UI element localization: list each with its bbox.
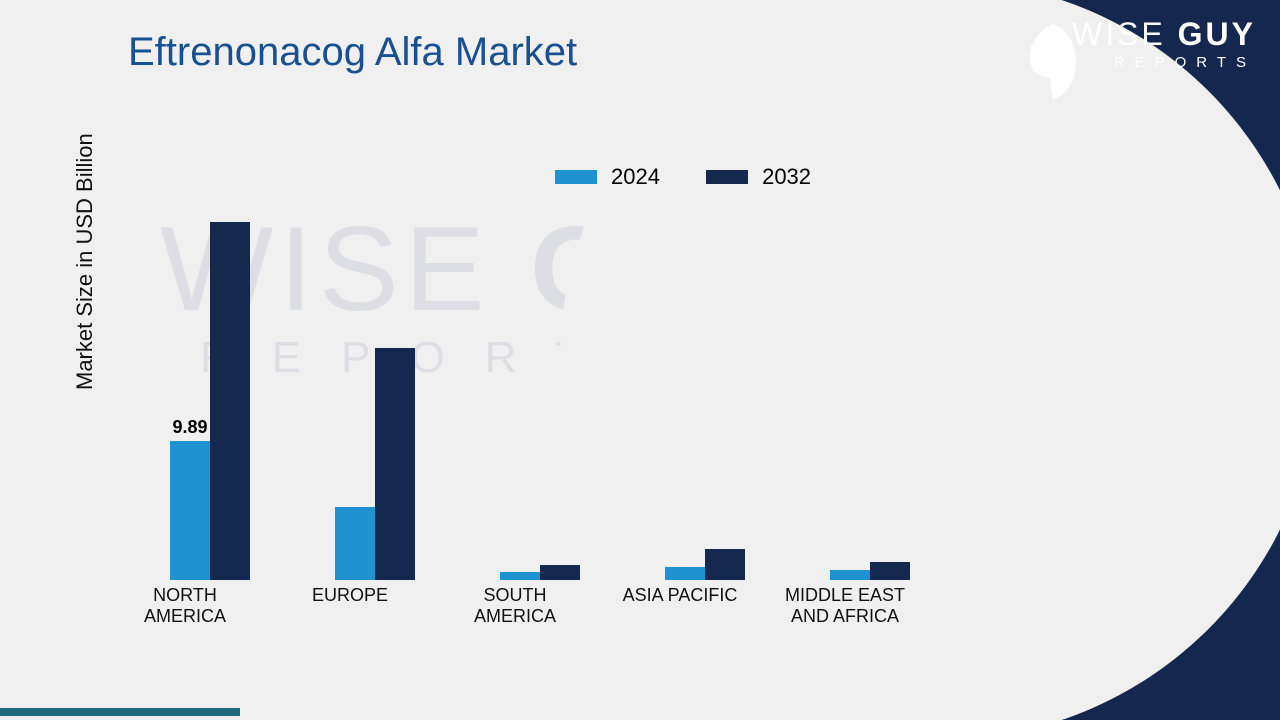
brand-word-1: WISE xyxy=(1072,16,1166,52)
bar-group xyxy=(310,348,440,580)
brand-head-icon xyxy=(1008,22,1078,102)
category-label: EUROPE xyxy=(285,585,415,606)
legend-label-2024: 2024 xyxy=(611,164,660,190)
category-label: SOUTH AMERICA xyxy=(450,585,580,626)
bar: 9.89 xyxy=(170,441,210,580)
right-panel: WISE GUY REPORTS xyxy=(960,0,1280,720)
bar-group xyxy=(805,562,935,580)
category-label: MIDDLE EAST AND AFRICA xyxy=(780,585,910,626)
category-label: NORTH AMERICA xyxy=(120,585,250,626)
bar xyxy=(830,570,870,580)
bar xyxy=(375,348,415,580)
bar xyxy=(705,549,745,580)
stage: WISE GUY REPORTS WISE GUY REPORTS xyxy=(0,0,1280,720)
bar-chart: 9.89NORTH AMERICAEUROPESOUTH AMERICAASIA… xyxy=(120,215,950,580)
bar xyxy=(335,507,375,580)
bar xyxy=(500,572,540,580)
category-label: ASIA PACIFIC xyxy=(615,585,745,606)
legend-item-2024: 2024 xyxy=(555,164,660,190)
legend: 2024 2032 xyxy=(555,164,851,190)
legend-swatch-2024 xyxy=(555,170,597,184)
bar-group xyxy=(640,549,770,580)
bar-value-label: 9.89 xyxy=(172,417,207,438)
bar xyxy=(210,222,250,580)
page-title: Eftrenonacog Alfa Market xyxy=(128,30,577,75)
bar-group: 9.89 xyxy=(145,222,275,580)
footer-accent xyxy=(0,708,240,716)
bar-group xyxy=(475,565,605,580)
legend-swatch-2032 xyxy=(706,170,748,184)
legend-item-2032: 2032 xyxy=(706,164,811,190)
bar xyxy=(870,562,910,580)
bar xyxy=(665,567,705,580)
brand-word-2: GUY xyxy=(1178,16,1256,52)
y-axis-label: Market Size in USD Billion xyxy=(72,133,98,390)
brand-logo: WISE GUY REPORTS xyxy=(1072,18,1256,71)
brand-word-3: REPORTS xyxy=(1072,54,1256,71)
bar xyxy=(540,565,580,580)
legend-label-2032: 2032 xyxy=(762,164,811,190)
